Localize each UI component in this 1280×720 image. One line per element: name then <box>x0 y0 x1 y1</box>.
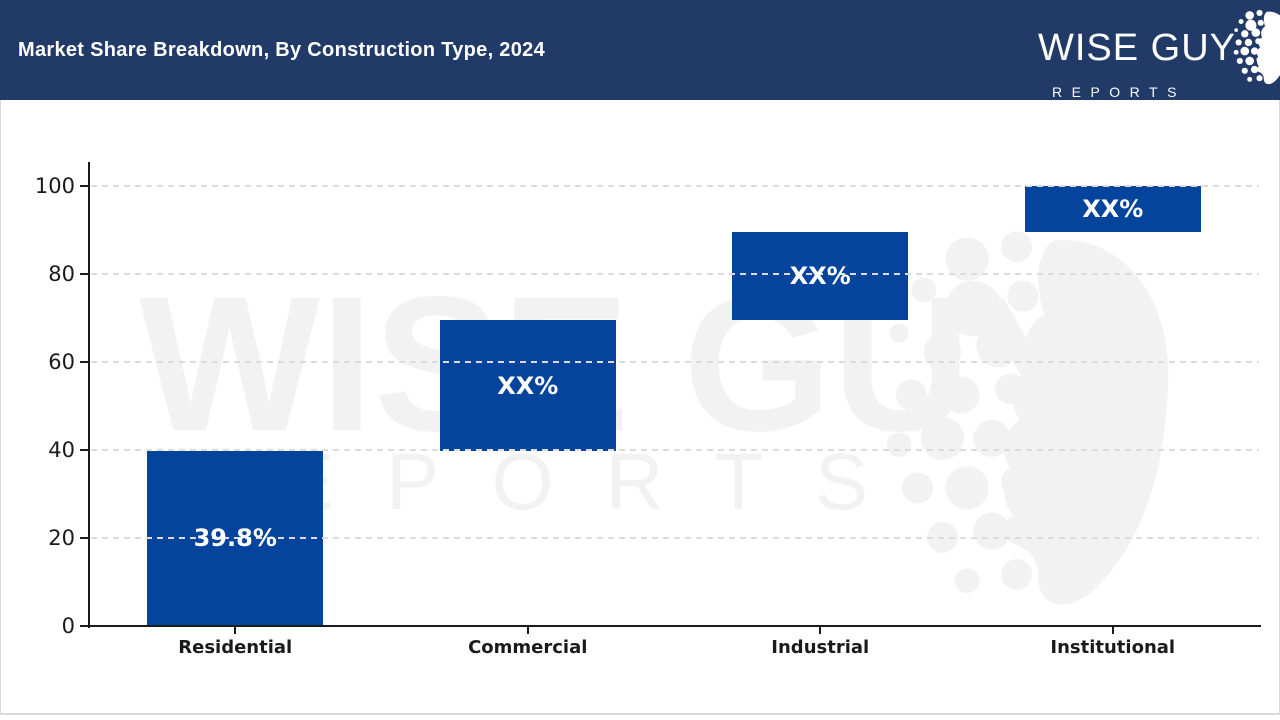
y-tick-label: 40 <box>48 438 75 462</box>
y-tick-label: 80 <box>48 262 75 286</box>
y-tick-label: 100 <box>34 174 75 198</box>
wise-guy-logo: WISE GUY REPORTS <box>1038 8 1280 100</box>
y-tick-label: 20 <box>48 526 75 550</box>
gridline-80 <box>91 273 1259 275</box>
logo-wordmark: WISE GUY <box>1038 26 1237 69</box>
header-bar: Market Share Breakdown, By Construction … <box>0 0 1280 100</box>
y-tick-mark <box>80 625 89 627</box>
logo-row: WISE GUY <box>1038 8 1280 88</box>
gridline-60 <box>91 361 1259 363</box>
y-tick-mark <box>80 185 89 187</box>
x-category-label: Residential <box>178 637 293 658</box>
plot-area: 0 20 40 60 80 100 39.8% Residential XX% Commercia… <box>1 100 1279 713</box>
y-tick-label: 0 <box>61 614 75 638</box>
y-axis-line <box>88 162 90 628</box>
bar-value-label: XX% <box>1082 195 1144 224</box>
bar-value-label: XX% <box>789 262 851 291</box>
logo-subtext: REPORTS <box>1052 84 1186 100</box>
x-category-label: Commercial <box>468 637 588 658</box>
gridline-40 <box>91 449 1259 451</box>
y-tick-mark <box>80 361 89 363</box>
chart-canvas: WISE GUY REPORTS 0 20 40 60 80 100 39.8% Reside… <box>0 100 1280 715</box>
y-tick-mark <box>80 273 89 275</box>
x-tick-mark <box>234 627 237 634</box>
y-tick-mark <box>80 449 89 451</box>
chart-title: Market Share Breakdown, By Construction … <box>18 38 546 61</box>
watermark-dotted-head-icon <box>886 231 1169 605</box>
bar-industrial <box>732 232 909 321</box>
y-tick-mark <box>80 537 89 539</box>
bar-value-label: 39.8% <box>193 524 277 553</box>
y-tick-label: 60 <box>48 350 75 374</box>
bar-value-label: XX% <box>497 371 559 400</box>
bar-commercial <box>439 320 616 451</box>
x-category-label: Institutional <box>1050 637 1176 658</box>
bar-institutional <box>1024 186 1201 233</box>
x-tick-mark <box>1111 627 1114 634</box>
x-tick-mark <box>526 627 529 634</box>
x-category-label: Industrial <box>771 637 870 658</box>
x-tick-mark <box>819 627 822 634</box>
gridline-20 <box>91 537 1259 539</box>
logo-dotted-head-icon <box>1233 9 1280 85</box>
x-axis-line <box>88 625 1261 627</box>
gridline-100 <box>91 185 1259 187</box>
